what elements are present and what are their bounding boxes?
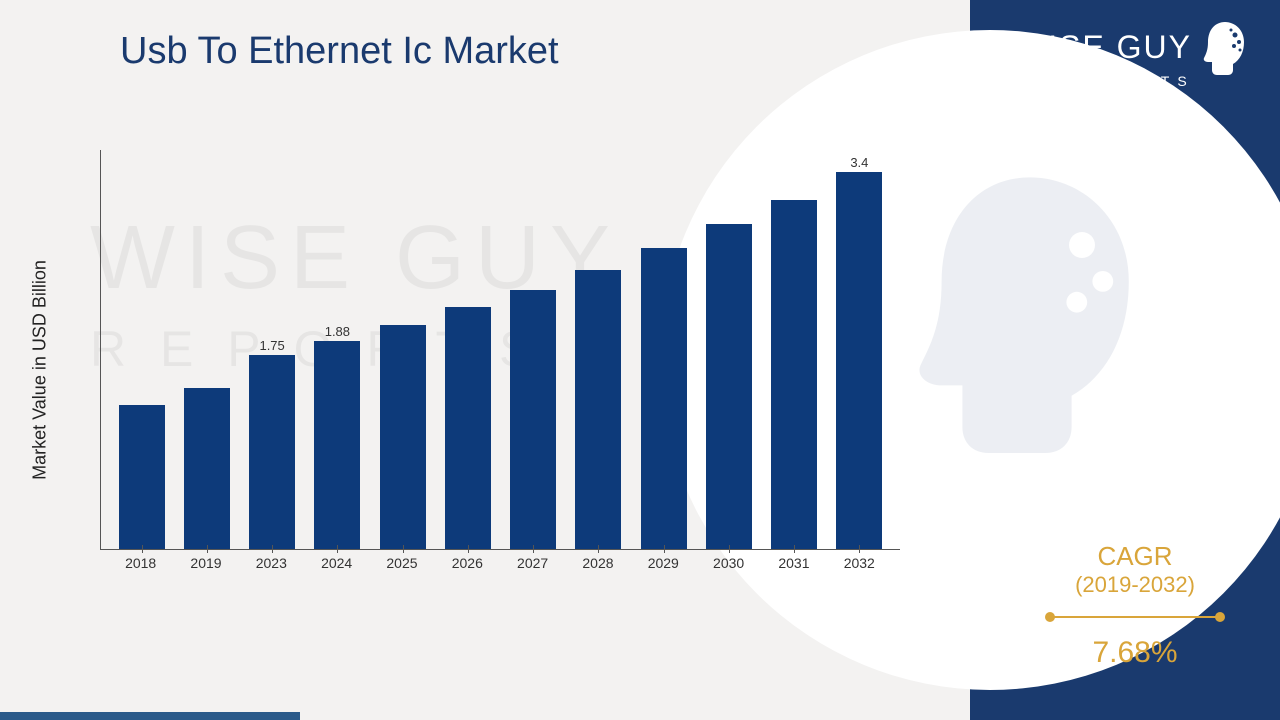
x-axis-tick-label: 2030: [696, 555, 761, 571]
bar-slot: [696, 150, 761, 549]
chart-title: Usb To Ethernet Ic Market: [120, 30, 559, 73]
chart-area: Market Value in USD Billion 1.751.883.4 …: [70, 150, 900, 590]
x-axis-tick-label: 2025: [369, 555, 434, 571]
x-axis-labels: 2018201920232024202520262027202820292030…: [100, 555, 900, 571]
cagr-title: CAGR: [1050, 541, 1220, 572]
bar-slot: 1.88: [305, 150, 370, 549]
x-tick: [142, 545, 143, 553]
x-tick: [598, 545, 599, 553]
bar-value-label: 1.75: [259, 338, 284, 353]
y-axis-label: Market Value in USD Billion: [30, 260, 51, 480]
brand-logo: WISE GUY REPORTS: [1016, 20, 1250, 89]
x-axis-tick-label: 2018: [108, 555, 173, 571]
bar-slot: [762, 150, 827, 549]
bar-slot: [435, 150, 500, 549]
x-tick: [533, 545, 534, 553]
bar: [510, 290, 556, 549]
x-tick: [794, 545, 795, 553]
bar-value-label: 3.4: [850, 155, 868, 170]
x-tick: [207, 545, 208, 553]
bar-slot: [109, 150, 174, 549]
x-axis-tick-label: 2029: [631, 555, 696, 571]
x-tick: [272, 545, 273, 553]
cagr-box: CAGR (2019-2032) 7.68%: [1050, 541, 1220, 670]
bar-value-label: 1.88: [325, 324, 350, 339]
bar: [249, 355, 295, 549]
x-axis-tick-label: 2032: [827, 555, 892, 571]
x-tick: [664, 545, 665, 553]
bottom-strip: [0, 712, 300, 720]
logo-sub-text: REPORTS: [1016, 73, 1250, 89]
page-root: WISE GUY REPORTS Usb To Ethernet Ic Mark…: [0, 0, 1280, 720]
bars-container: 1.75 1.88 3.4: [101, 150, 900, 549]
x-tick: [468, 545, 469, 553]
x-tick: [729, 545, 730, 553]
bar-slot: 1.75: [240, 150, 305, 549]
x-axis-tick-label: 2024: [304, 555, 369, 571]
bar: [836, 172, 882, 549]
bar: [445, 307, 491, 549]
plot-region: 1.75 1.88 3.4: [100, 150, 900, 550]
bar-slot: [174, 150, 239, 549]
bar-slot: 3.4: [827, 150, 892, 549]
x-tick: [337, 545, 338, 553]
bar-slot: [566, 150, 631, 549]
bar: [380, 325, 426, 549]
bar: [119, 405, 165, 549]
bar-slot: [370, 150, 435, 549]
x-axis-tick-label: 2028: [565, 555, 630, 571]
bar: [184, 388, 230, 549]
logo-main-row: WISE GUY: [1016, 20, 1250, 75]
cagr-range: (2019-2032): [1050, 572, 1220, 598]
bar-slot: [501, 150, 566, 549]
x-axis-tick-label: 2023: [239, 555, 304, 571]
x-tick: [859, 545, 860, 553]
x-axis-tick-label: 2026: [435, 555, 500, 571]
x-axis-tick-label: 2019: [173, 555, 238, 571]
bar: [706, 224, 752, 549]
ai-head-icon: [1200, 20, 1250, 75]
x-axis-tick-label: 2027: [500, 555, 565, 571]
watermark-head-icon: [900, 160, 1160, 460]
bar: [641, 248, 687, 549]
bar: [575, 270, 621, 549]
bar: [314, 341, 360, 549]
x-axis-tick-label: 2031: [761, 555, 826, 571]
cagr-value: 7.68%: [1050, 636, 1220, 670]
bar-slot: [631, 150, 696, 549]
logo-main-text: WISE GUY: [1016, 29, 1192, 66]
cagr-divider: [1050, 616, 1220, 618]
bar: [771, 200, 817, 549]
x-tick: [403, 545, 404, 553]
